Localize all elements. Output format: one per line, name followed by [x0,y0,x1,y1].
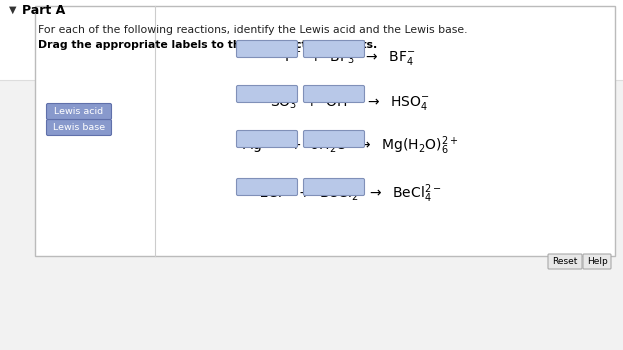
FancyBboxPatch shape [0,0,623,80]
FancyBboxPatch shape [237,41,298,57]
Text: Mg$^{2+}$  +  6H$_{2}$O  $\rightarrow$  Mg(H$_{2}$O)$_{6}^{2+}$: Mg$^{2+}$ + 6H$_{2}$O $\rightarrow$ Mg(H… [241,134,459,157]
FancyBboxPatch shape [303,85,364,103]
FancyBboxPatch shape [303,178,364,196]
Text: For each of the following reactions, identify the Lewis acid and the Lewis base.: For each of the following reactions, ide… [38,25,467,35]
FancyBboxPatch shape [303,41,364,57]
FancyBboxPatch shape [47,104,112,119]
FancyBboxPatch shape [303,131,364,147]
Text: ▼: ▼ [9,5,16,15]
Text: Reset: Reset [553,257,578,266]
Text: F$^{-}$  +  BF$_{3}$  $\rightarrow$  BF$_{4}^{-}$: F$^{-}$ + BF$_{3}$ $\rightarrow$ BF$_{4}… [284,49,416,67]
FancyBboxPatch shape [47,119,112,135]
FancyBboxPatch shape [548,254,582,269]
FancyBboxPatch shape [583,254,611,269]
Text: 2Cl$^{-}$  +  BeCl$_{2}$  $\rightarrow$  BeCl$_{4}^{2-}$: 2Cl$^{-}$ + BeCl$_{2}$ $\rightarrow$ BeC… [259,182,441,205]
Text: Lewis base: Lewis base [53,123,105,132]
Text: Part A: Part A [22,4,65,16]
FancyBboxPatch shape [237,178,298,196]
FancyBboxPatch shape [237,131,298,147]
Text: Drag the appropriate labels to their respective targets.: Drag the appropriate labels to their res… [38,40,378,50]
FancyBboxPatch shape [237,85,298,103]
Text: Lewis acid: Lewis acid [54,107,103,116]
Text: SO$_{3}$  +  OH$^{-}$  $\rightarrow$  HSO$_{4}^{-}$: SO$_{3}$ + OH$^{-}$ $\rightarrow$ HSO$_{… [270,94,430,112]
FancyBboxPatch shape [35,6,615,256]
Text: Help: Help [587,257,607,266]
